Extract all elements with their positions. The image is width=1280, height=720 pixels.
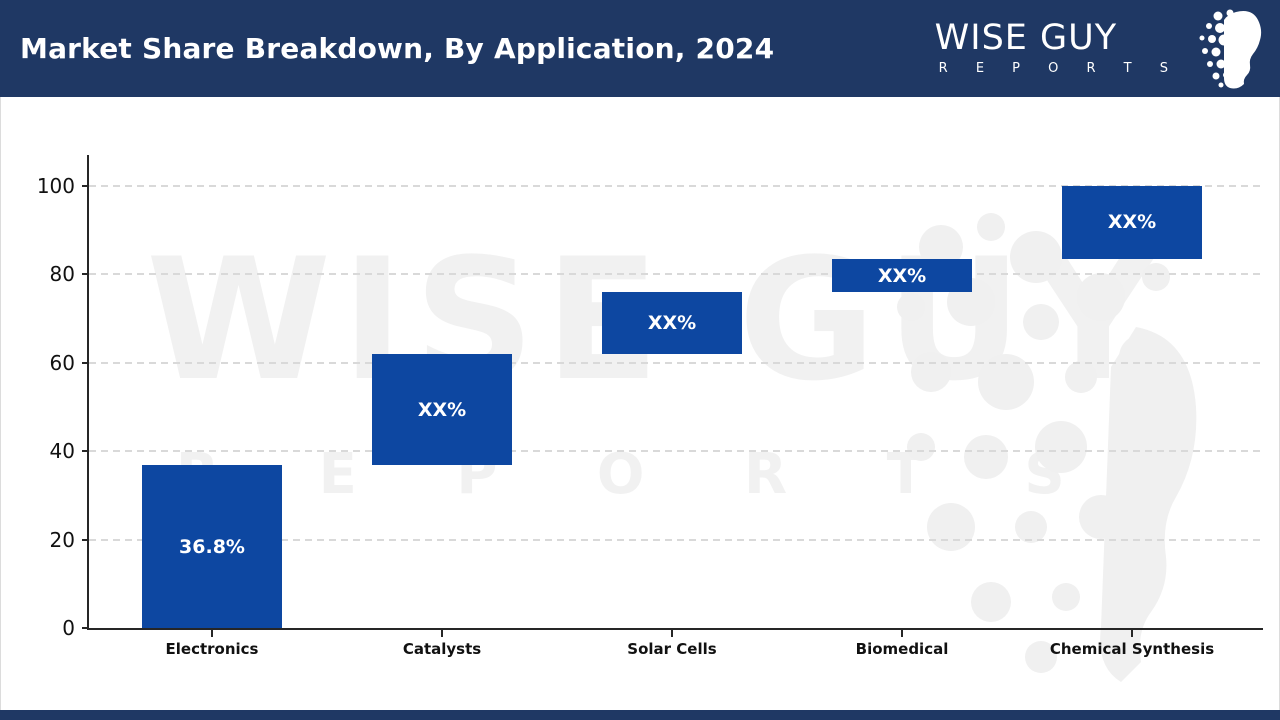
x-axis-tick-mark: [901, 630, 903, 637]
page-title: Market Share Breakdown, By Application, …: [20, 32, 775, 65]
x-axis-line: [87, 628, 1263, 630]
y-axis-tick-label: 100: [36, 174, 75, 198]
x-axis-tick-mark: [441, 630, 443, 637]
x-axis-tick-mark: [671, 630, 673, 637]
bar: [832, 258, 972, 293]
y-axis-tick-label: 60: [49, 350, 75, 375]
y-axis-tick-mark: [82, 185, 89, 187]
logo-subtext: R E P O R T S: [938, 61, 1180, 76]
waterfall-chart: WISE GUY R E P O R T S: [0, 97, 1280, 710]
y-axis-tick-mark: [82, 450, 89, 453]
y-axis-tick-mark: [82, 627, 89, 629]
y-axis-tick-mark: [82, 273, 89, 276]
y-axis-tick-mark: [82, 538, 89, 541]
x-axis-category-label: Electronics: [165, 640, 259, 658]
brand-logo: WISE GUY R E P O R T S: [935, 6, 1280, 92]
plot-area: 0 20 40 60 80 100 36.8% Electronics XX% Catalysts…: [1, 97, 1279, 710]
gridline: [89, 361, 1263, 364]
y-axis-tick-label: 0: [62, 616, 75, 640]
x-axis-category-label: Chemical Synthesis: [1049, 640, 1215, 658]
gridline: [89, 185, 1263, 187]
x-axis-tick-mark: [1131, 630, 1133, 637]
gridline: [89, 450, 1263, 453]
logo-wordmark: WISE GUY: [934, 18, 1118, 58]
gridline: [89, 273, 1263, 276]
x-axis-category-label: Biomedical: [855, 640, 949, 658]
bar: [602, 292, 742, 354]
bar-value-label: XX%: [417, 398, 467, 421]
bar: [142, 465, 282, 628]
x-axis-tick-mark: [211, 630, 213, 637]
gridline: [89, 538, 1263, 541]
header-bar: Market Share Breakdown, By Application, …: [0, 0, 1280, 97]
x-axis-category-label: Catalysts: [402, 640, 482, 658]
y-axis-tick-label: 40: [49, 439, 75, 464]
bar: [1062, 186, 1202, 259]
x-axis-category-label: Solar Cells: [627, 640, 717, 658]
y-axis-tick-label: 20: [49, 527, 75, 552]
y-axis-tick-label: 80: [49, 262, 75, 287]
bar-value-label: XX%: [647, 312, 697, 335]
y-axis-tick-mark: [82, 361, 89, 364]
y-axis-line: [87, 155, 89, 630]
bar: [372, 353, 512, 466]
bar-value-label: XX%: [1107, 211, 1157, 234]
dotted-head-icon: [1199, 9, 1262, 88]
footer-bar: [0, 710, 1280, 720]
bar-value-label: 36.8%: [179, 535, 245, 558]
bar-value-label: XX%: [877, 264, 927, 287]
